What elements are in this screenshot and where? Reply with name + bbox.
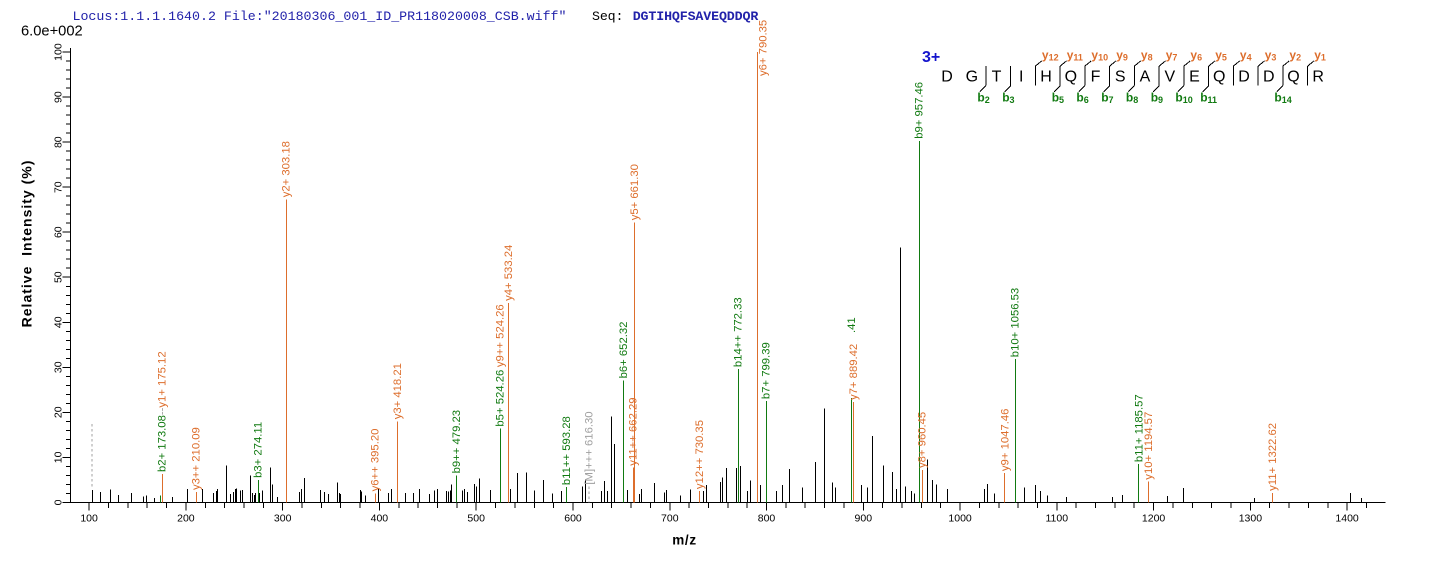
svg-text:y9: y9 [1116, 48, 1128, 63]
svg-text:b11+ 1185.57: b11+ 1185.57 [1133, 394, 1145, 462]
svg-text:Q: Q [1213, 69, 1225, 86]
svg-text:800: 800 [758, 513, 776, 525]
svg-text:I: I [1019, 69, 1023, 86]
svg-text:D: D [941, 69, 953, 86]
svg-text:30: 30 [53, 361, 65, 373]
svg-text:1400: 1400 [1335, 513, 1359, 525]
svg-text:y7: y7 [1166, 48, 1178, 63]
svg-text:y2: y2 [1289, 48, 1301, 63]
svg-text:300: 300 [274, 513, 292, 525]
svg-text:b10: b10 [1175, 91, 1192, 106]
svg-text:y11++ 662.29: y11++ 662.29 [628, 397, 640, 465]
svg-text:y1: y1 [1314, 48, 1326, 63]
svg-text:b3+ 274.11: b3+ 274.11 [252, 422, 264, 478]
svg-text:400: 400 [371, 513, 389, 525]
svg-text:[M]+++ 616.30: [M]+++ 616.30 [584, 411, 596, 484]
svg-text:600: 600 [564, 513, 582, 525]
svg-text:70: 70 [53, 181, 65, 193]
svg-text:b9+ 957.46: b9+ 957.46 [914, 82, 926, 139]
svg-text:b6+ 652.32: b6+ 652.32 [618, 322, 630, 379]
svg-text:100: 100 [80, 513, 98, 525]
svg-text:b6: b6 [1076, 91, 1088, 106]
svg-text:V: V [1164, 69, 1175, 86]
svg-text:80: 80 [53, 136, 65, 148]
svg-text:y10: y10 [1091, 48, 1108, 63]
svg-text:y3+ 418.21: y3+ 418.21 [392, 363, 404, 419]
svg-text:y11: y11 [1067, 48, 1083, 63]
svg-text:900: 900 [855, 513, 873, 525]
svg-text:90: 90 [53, 91, 65, 103]
svg-text:DGTIHQFSAVEQDDQR: DGTIHQFSAVEQDDQR [633, 9, 759, 24]
svg-text:Seq:: Seq: [592, 9, 624, 24]
svg-text:y11+ 1322.62: y11+ 1322.62 [1267, 423, 1279, 491]
svg-text:Relative Intensity (%): Relative Intensity (%) [19, 160, 35, 328]
svg-text:b14: b14 [1274, 91, 1291, 106]
svg-text:E: E [1189, 69, 1200, 86]
svg-text:700: 700 [661, 513, 679, 525]
svg-text:D: D [1263, 69, 1275, 86]
svg-text:Q: Q [1065, 69, 1077, 86]
svg-text:y6+ 790.35: y6+ 790.35 [758, 20, 770, 76]
svg-text:b2: b2 [977, 91, 989, 106]
svg-text:y2+ 303.18: y2+ 303.18 [281, 141, 293, 197]
svg-text:G: G [966, 69, 978, 86]
svg-text:40: 40 [53, 316, 65, 328]
svg-text:200: 200 [177, 513, 195, 525]
svg-text:T: T [992, 69, 1002, 86]
svg-text:m/z: m/z [672, 533, 697, 548]
svg-text:F: F [1091, 69, 1101, 86]
svg-text:y9++ 524.26: y9++ 524.26 [495, 304, 507, 367]
svg-text:1000: 1000 [948, 513, 972, 525]
svg-text:H: H [1040, 69, 1052, 86]
svg-text:y8+ 960.45: y8+ 960.45 [917, 412, 929, 468]
svg-text:y7+ 889.42: y7+ 889.42 [848, 344, 860, 400]
svg-text:b7: b7 [1101, 91, 1113, 106]
svg-text:3+: 3+ [922, 49, 940, 66]
svg-text:Q: Q [1287, 69, 1299, 86]
svg-text:b9: b9 [1151, 91, 1163, 106]
svg-text:y9+ 1047.46: y9+ 1047.46 [999, 409, 1011, 472]
svg-text:b11++ 593.28: b11++ 593.28 [561, 416, 573, 485]
svg-text:R: R [1312, 69, 1324, 86]
svg-text:y5: y5 [1215, 48, 1227, 63]
svg-text:y6++ 395.20: y6++ 395.20 [370, 429, 382, 492]
svg-text:b2+ 173.08--y1+ 175.12: b2+ 173.08--y1+ 175.12 [156, 351, 168, 472]
svg-text:A: A [1140, 69, 1151, 86]
svg-text:b9++ 479.23: b9++ 479.23 [451, 410, 463, 473]
svg-text:y6: y6 [1190, 48, 1202, 63]
svg-text:y8: y8 [1141, 48, 1153, 63]
svg-text:b7+ 799.39: b7+ 799.39 [761, 342, 773, 399]
svg-text:.41: .41 [846, 317, 858, 333]
svg-text:50: 50 [53, 271, 65, 283]
svg-text:Locus:1.1.1.1640.2 File:"20180: Locus:1.1.1.1640.2 File:"20180306_001_ID… [73, 9, 567, 24]
svg-text:1300: 1300 [1239, 513, 1263, 525]
svg-text:10: 10 [53, 451, 65, 463]
svg-text:y12: y12 [1042, 48, 1059, 63]
svg-text:D: D [1238, 69, 1250, 86]
svg-text:100: 100 [53, 43, 65, 61]
svg-text:1200: 1200 [1142, 513, 1166, 525]
svg-text:b5+ 524.26: b5+ 524.26 [495, 370, 507, 427]
svg-text:b5: b5 [1052, 91, 1064, 106]
svg-text:y10+ 1194.57: y10+ 1194.57 [1143, 412, 1155, 480]
svg-text:b11: b11 [1200, 91, 1217, 106]
svg-text:60: 60 [53, 226, 65, 238]
svg-text:500: 500 [467, 513, 485, 525]
svg-text:y3++ 210.09: y3++ 210.09 [191, 427, 203, 490]
svg-text:b10+ 1056.53: b10+ 1056.53 [1010, 288, 1022, 357]
svg-text:S: S [1115, 69, 1126, 86]
svg-text:0: 0 [53, 499, 65, 505]
svg-text:y4+ 533.24: y4+ 533.24 [503, 245, 515, 301]
svg-text:y4: y4 [1240, 48, 1252, 63]
svg-text:y12++ 730.35: y12++ 730.35 [694, 420, 706, 489]
svg-text:b8: b8 [1126, 91, 1138, 106]
svg-text:1100: 1100 [1046, 513, 1069, 525]
svg-text:b3: b3 [1002, 91, 1014, 106]
svg-text:20: 20 [53, 406, 65, 418]
svg-text:b14++ 772.33: b14++ 772.33 [732, 297, 744, 367]
svg-text:y3: y3 [1265, 48, 1277, 63]
svg-text:y5+ 661.30: y5+ 661.30 [629, 164, 641, 220]
svg-text:6.0e+002: 6.0e+002 [21, 24, 83, 40]
